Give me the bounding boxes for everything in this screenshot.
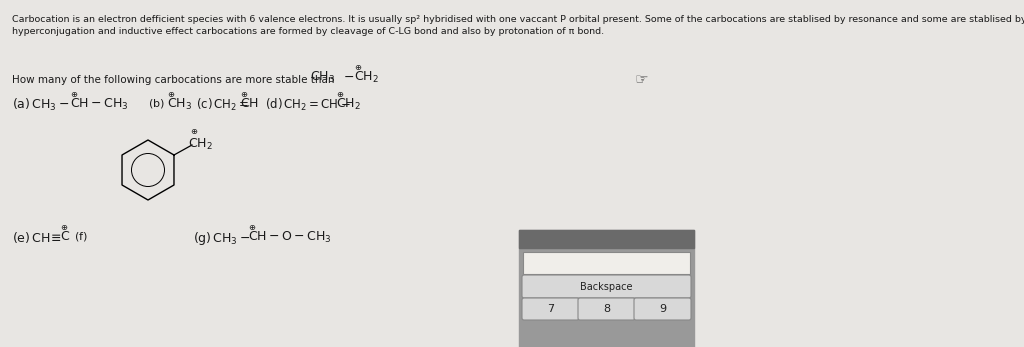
Text: $\oplus$: $\oplus$ bbox=[354, 63, 362, 72]
Text: $\oplus$: $\oplus$ bbox=[60, 223, 69, 232]
Text: $-$: $-$ bbox=[343, 70, 354, 83]
Text: $\mathrm{CH_2}$: $\mathrm{CH_2}$ bbox=[336, 97, 360, 112]
Bar bbox=[519, 230, 694, 248]
Text: $\mathrm{CH_3}$: $\mathrm{CH_3}$ bbox=[310, 70, 335, 85]
Text: $\mathrm{(f)}$: $\mathrm{(f)}$ bbox=[74, 230, 88, 243]
Text: $\mathrm{CH-O-CH_3}$: $\mathrm{CH-O-CH_3}$ bbox=[248, 230, 332, 245]
Text: $\mathrm{(c)\,CH_2=}$: $\mathrm{(c)\,CH_2=}$ bbox=[196, 97, 249, 113]
Text: $\mathrm{(d)\,CH_2=CH-}$: $\mathrm{(d)\,CH_2=CH-}$ bbox=[265, 97, 350, 113]
Text: $\oplus$: $\oplus$ bbox=[190, 127, 199, 136]
Text: $\mathrm{(b)}$: $\mathrm{(b)}$ bbox=[148, 97, 165, 110]
Text: $\mathrm{(e)\,CH\!\equiv\!}$: $\mathrm{(e)\,CH\!\equiv\!}$ bbox=[12, 230, 61, 245]
Text: 9: 9 bbox=[658, 304, 666, 314]
Text: $\mathrm{(g)\,CH_3-}$: $\mathrm{(g)\,CH_3-}$ bbox=[193, 230, 251, 247]
Bar bbox=[519, 230, 694, 347]
Text: $\mathrm{CH_3}$: $\mathrm{CH_3}$ bbox=[167, 97, 193, 112]
Text: $\mathrm{(a)\,CH_3-}$: $\mathrm{(a)\,CH_3-}$ bbox=[12, 97, 70, 113]
Text: $\oplus$: $\oplus$ bbox=[70, 90, 78, 99]
Text: ☞: ☞ bbox=[635, 72, 648, 87]
Text: hyperconjugation and inductive effect carbocations are formed by cleavage of C-L: hyperconjugation and inductive effect ca… bbox=[12, 27, 604, 36]
FancyBboxPatch shape bbox=[522, 298, 579, 320]
Text: How many of the following carbocations are more stable than: How many of the following carbocations a… bbox=[12, 75, 335, 85]
Text: $\mathrm{CH_2}$: $\mathrm{CH_2}$ bbox=[354, 70, 379, 85]
FancyBboxPatch shape bbox=[522, 275, 691, 298]
Text: $\oplus$: $\oplus$ bbox=[336, 90, 344, 99]
Text: $\oplus$: $\oplus$ bbox=[167, 90, 175, 99]
FancyBboxPatch shape bbox=[523, 252, 690, 274]
Text: $\mathrm{C}$: $\mathrm{C}$ bbox=[60, 230, 70, 243]
FancyBboxPatch shape bbox=[578, 298, 635, 320]
Text: $\oplus$: $\oplus$ bbox=[248, 223, 256, 232]
Text: 7: 7 bbox=[547, 304, 554, 314]
Text: 8: 8 bbox=[603, 304, 610, 314]
Text: $\mathrm{CH}$: $\mathrm{CH}$ bbox=[240, 97, 259, 110]
Text: $\mathrm{CH-CH_3}$: $\mathrm{CH-CH_3}$ bbox=[70, 97, 129, 112]
Text: Carbocation is an electron defficient species with 6 valence electrons. It is us: Carbocation is an electron defficient sp… bbox=[12, 15, 1024, 24]
Text: $\mathrm{CH_2}$: $\mathrm{CH_2}$ bbox=[188, 137, 213, 152]
FancyBboxPatch shape bbox=[634, 298, 691, 320]
Text: Backspace: Backspace bbox=[581, 281, 633, 291]
Text: $\oplus$: $\oplus$ bbox=[240, 90, 248, 99]
